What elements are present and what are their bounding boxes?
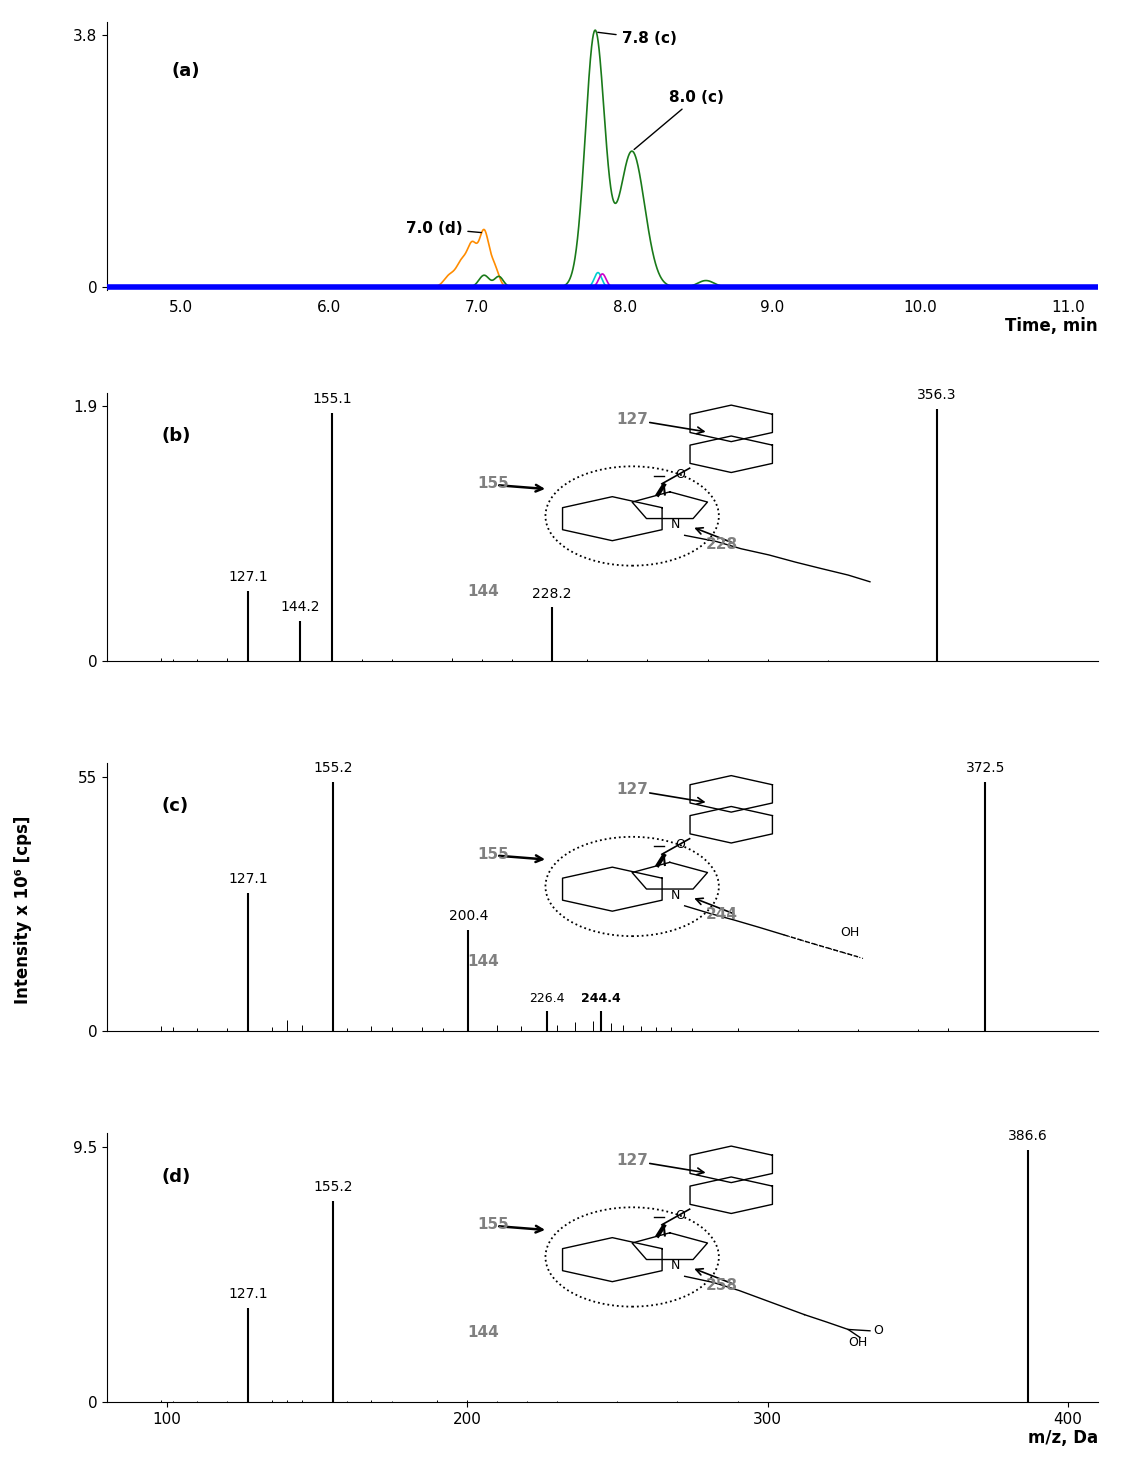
Text: 356.3: 356.3	[917, 388, 956, 402]
Text: 144.2: 144.2	[280, 600, 320, 614]
Text: Time, min: Time, min	[1006, 317, 1098, 335]
Text: 386.6: 386.6	[1008, 1129, 1047, 1144]
Text: (b): (b)	[161, 427, 190, 445]
Text: 228: 228	[705, 537, 738, 552]
Text: 127.1: 127.1	[229, 1287, 268, 1301]
Text: 127: 127	[616, 413, 649, 427]
Text: N: N	[671, 1260, 680, 1273]
Text: (c): (c)	[161, 797, 188, 815]
Text: 7.0 (d): 7.0 (d)	[405, 220, 481, 236]
Text: 155: 155	[477, 847, 509, 862]
Text: 144: 144	[467, 954, 499, 969]
Text: 7.8 (c): 7.8 (c)	[598, 31, 677, 46]
Text: O: O	[674, 1208, 685, 1221]
Text: 244: 244	[705, 907, 738, 922]
Text: 372.5: 372.5	[966, 760, 1004, 775]
Text: O: O	[674, 468, 685, 482]
Text: 244.4: 244.4	[581, 992, 620, 1006]
Text: 127.1: 127.1	[229, 872, 268, 885]
Text: 127: 127	[616, 782, 649, 797]
Text: 258: 258	[705, 1277, 738, 1293]
Text: 228.2: 228.2	[533, 587, 572, 600]
Text: 8.0 (c): 8.0 (c)	[634, 90, 724, 150]
Text: 226.4: 226.4	[529, 992, 564, 1006]
Text: 155: 155	[477, 476, 509, 492]
Text: 155.1: 155.1	[313, 392, 352, 407]
Text: Intensity x 10⁶ [cps]: Intensity x 10⁶ [cps]	[14, 816, 32, 1004]
Text: m/z, Da: m/z, Da	[1028, 1428, 1098, 1447]
Text: N: N	[671, 888, 680, 901]
Text: (a): (a)	[171, 62, 200, 79]
Text: O: O	[674, 838, 685, 851]
Text: 200.4: 200.4	[449, 909, 489, 923]
Text: OH: OH	[840, 926, 859, 938]
Text: O: O	[873, 1324, 883, 1337]
Text: 155: 155	[477, 1217, 509, 1232]
Text: (d): (d)	[161, 1169, 190, 1186]
Text: 155.2: 155.2	[313, 760, 352, 775]
Text: 155.2: 155.2	[313, 1180, 352, 1193]
Text: 127: 127	[616, 1152, 649, 1169]
Text: 144: 144	[467, 1324, 499, 1340]
Text: OH: OH	[848, 1336, 868, 1349]
Text: 144: 144	[467, 584, 499, 599]
Text: N: N	[671, 518, 680, 531]
Text: 127.1: 127.1	[229, 571, 268, 584]
